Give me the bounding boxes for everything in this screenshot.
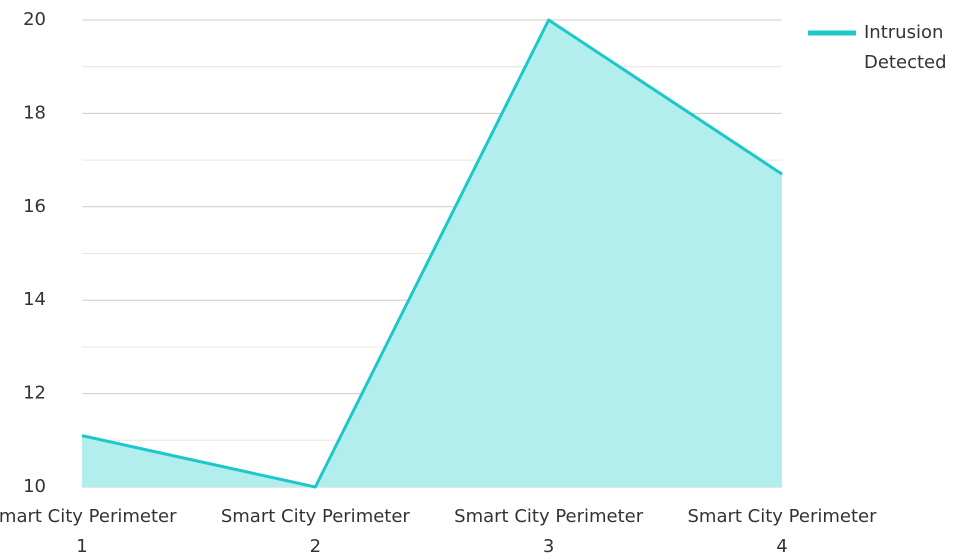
y-tick-label: 12 [23, 383, 46, 404]
legend-label: Intrusion Detected [864, 22, 947, 73]
area [82, 20, 782, 487]
x-tick-label: Smart City Perimeter 1 [0, 506, 177, 557]
y-tick-label: 20 [23, 9, 46, 30]
y-tick-label: 16 [23, 196, 46, 217]
x-tick-label: Smart City Perimeter 2 [220, 506, 410, 557]
x-tick-label: Smart City Perimeter 4 [687, 506, 877, 557]
y-tick-label: 18 [23, 102, 46, 123]
y-tick-label: 10 [23, 476, 46, 497]
y-tick-label: 14 [23, 289, 46, 310]
x-tick-label: Smart City Perimeter 3 [454, 506, 644, 557]
line [81, 18, 783, 489]
